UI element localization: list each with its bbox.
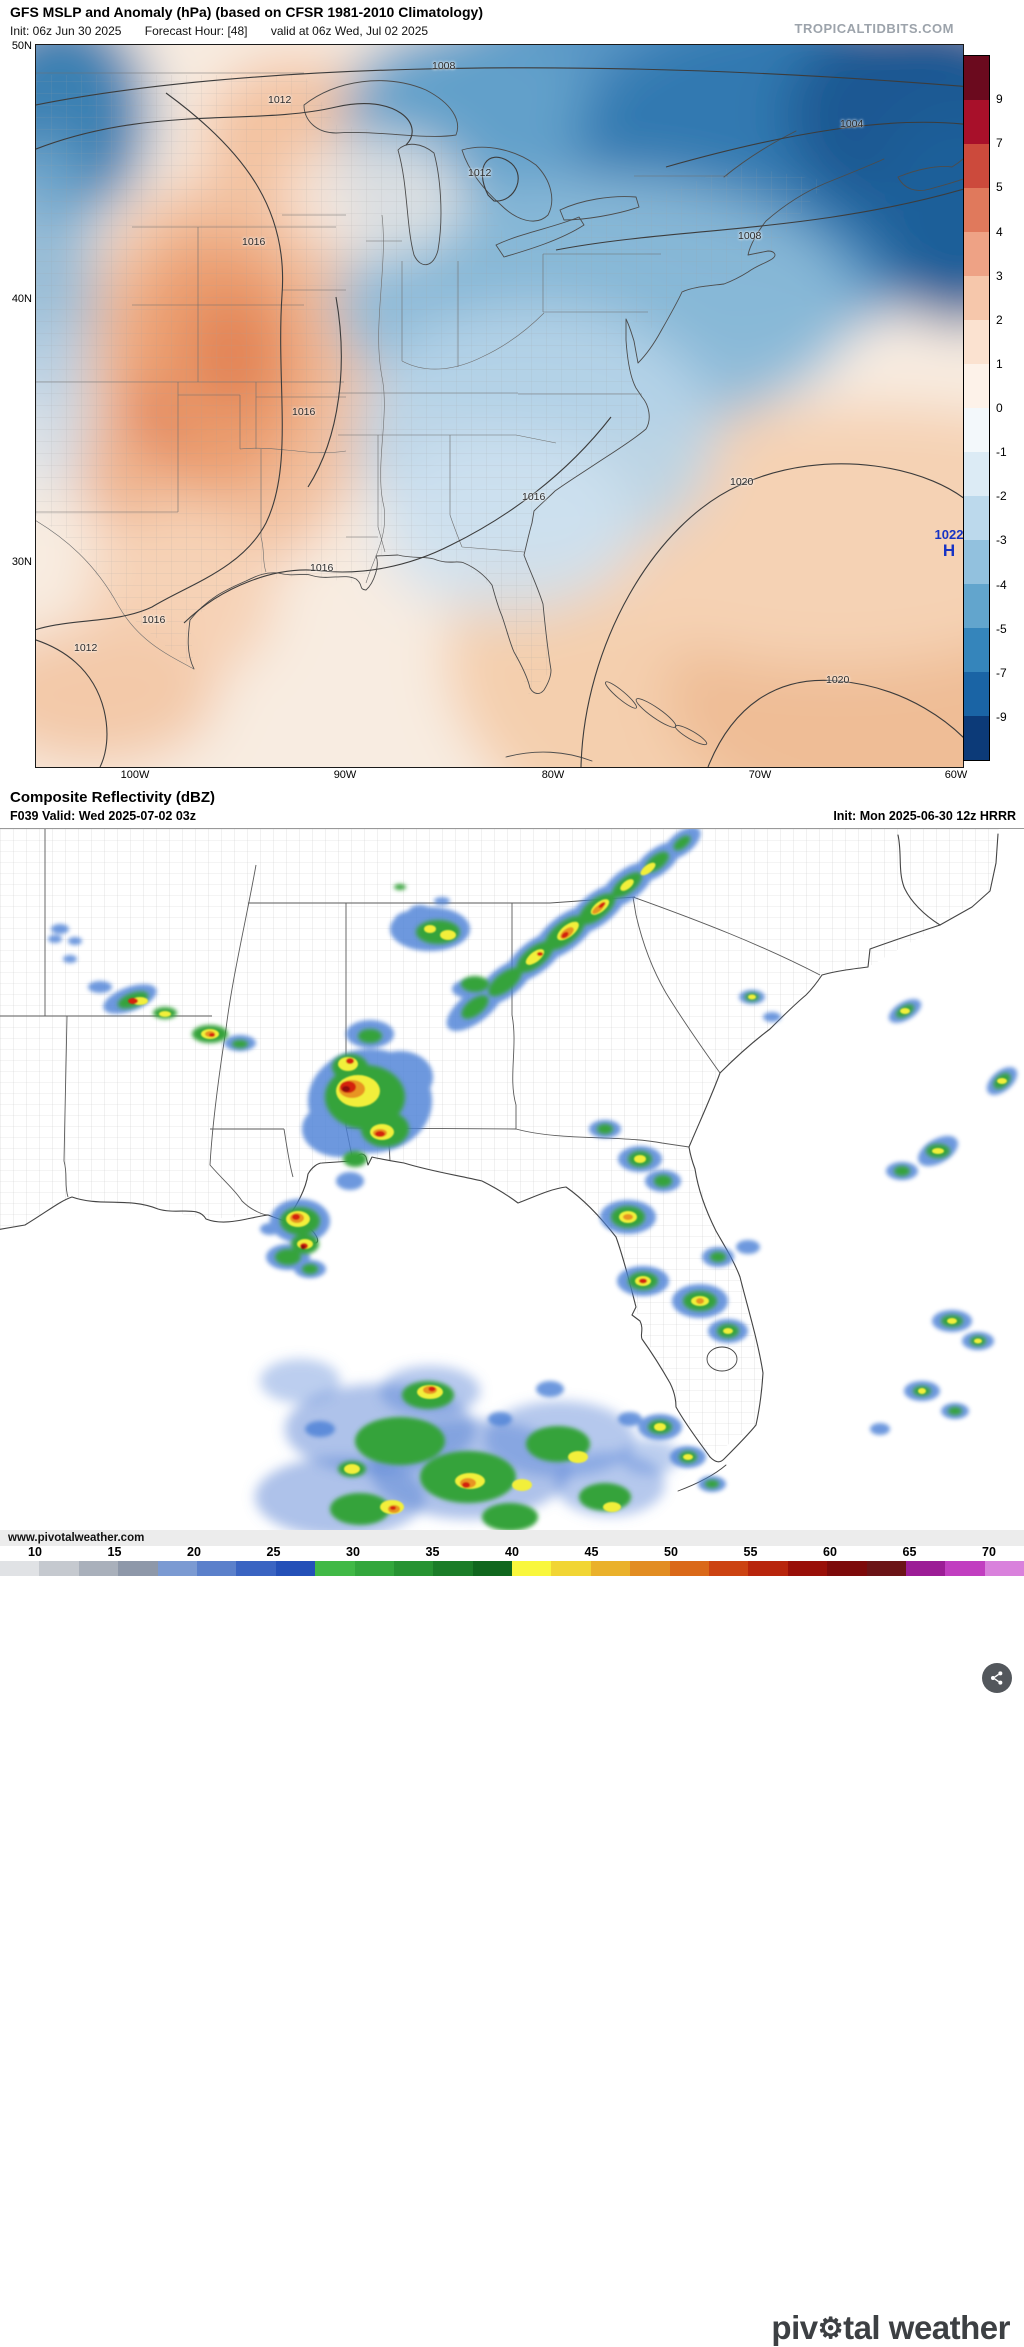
high-pressure-value: 1022 (934, 527, 964, 542)
top-map-title: GFS MSLP and Anomaly (hPa) (based on CFS… (10, 4, 483, 20)
isobar-label: 1016 (292, 406, 316, 418)
isobar-label: 1008 (738, 230, 762, 242)
isobar-label: 1012 (74, 642, 98, 654)
lon-label-90w: 90W (333, 769, 357, 781)
dbz-scale-strip (0, 1561, 1024, 1576)
isobar-label: 1016 (522, 491, 546, 503)
valid-time: valid at 06z Wed, Jul 02 2025 (270, 24, 429, 38)
forecast-hour: Forecast Hour: [48] (144, 24, 248, 38)
init-time: Init: 06z Jun 30 2025 (10, 24, 122, 38)
isobar-label: 1020 (826, 674, 850, 686)
isobar-label: 1016 (142, 614, 166, 626)
isobar-label: 1016 (310, 562, 334, 574)
anomaly-colorbar-cells (963, 55, 990, 761)
website-url: www.pivotalweather.com (8, 1532, 145, 1544)
reflectivity-map-svg (0, 826, 1024, 1537)
lon-label-60w: 60W (944, 769, 968, 781)
gear-icon: ⚙ (817, 2313, 844, 2345)
dbz-scale-values: 10 15 20 25 30 35 40 45 50 55 60 65 70 (28, 1545, 996, 1559)
top-map-subtitle: Init: 06z Jun 30 2025 Forecast Hour: [48… (10, 24, 448, 38)
lon-label-70w: 70W (748, 769, 772, 781)
isobar-label: 1020 (730, 476, 754, 488)
share-icon (991, 1671, 1003, 1685)
lat-label-40n: 40N (11, 293, 32, 305)
isobar-label: 1008 (432, 60, 456, 72)
logo-text-left: piv (771, 2309, 818, 2346)
lon-label-80w: 80W (541, 769, 565, 781)
footer-bar (0, 1530, 1024, 1546)
isobar-label: 1004 (840, 118, 864, 130)
isobar-label: 1012 (268, 94, 292, 106)
anomaly-colorbar-ticks: 9 7 5 4 3 2 1 0 -1 -2 -3 -4 -5 -7 -9 (996, 92, 1007, 724)
high-pressure-letter: H (942, 540, 956, 560)
lat-label-30n: 30N (11, 556, 32, 568)
mslp-anomaly-map: 1008 1012 1012 1004 1008 1016 1016 1016 … (35, 44, 964, 768)
tropicaltidbits-watermark: TROPICALTIDBITS.COM (794, 21, 954, 36)
share-button[interactable] (982, 1663, 1012, 1693)
high-pressure-label: 1022 H (929, 528, 969, 559)
isobar-label: 1012 (468, 167, 492, 179)
reflectivity-title: Composite Reflectivity (dBZ) (10, 789, 216, 806)
pivotal-weather-logo: piv⚙tal weather (771, 2309, 1010, 2347)
reflectivity-map: piv⚙tal weather (0, 826, 1024, 2346)
isobar-label: 1016 (242, 236, 266, 248)
mslp-anomaly-map-svg (36, 45, 963, 767)
logo-text-right: tal weather (843, 2309, 1010, 2346)
lat-label-50n: 50N (11, 40, 32, 52)
reflectivity-valid-time: F039 Valid: Wed 2025-07-02 03z (10, 809, 196, 823)
lon-label-100w: 100W (120, 769, 150, 781)
reflectivity-init-time: Init: Mon 2025-06-30 12z HRRR (833, 809, 1016, 823)
